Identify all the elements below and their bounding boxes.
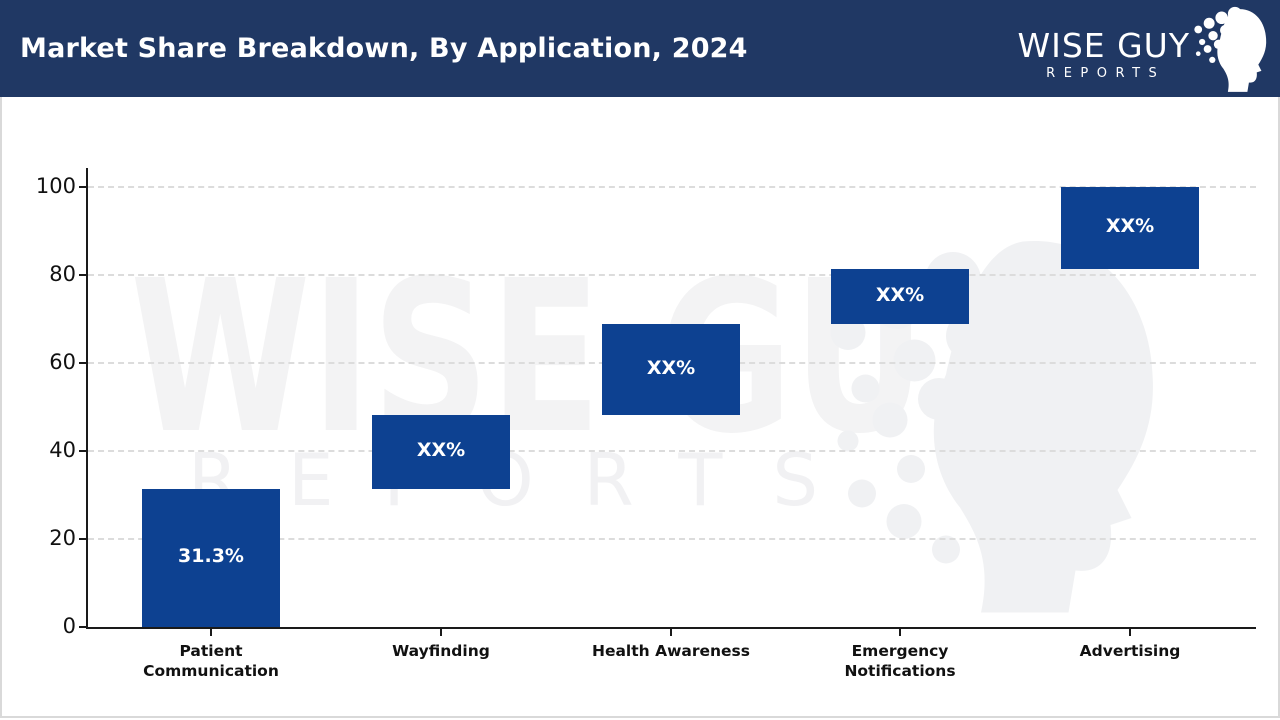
x-tick-label: Advertising bbox=[1010, 641, 1250, 661]
y-axis-tick bbox=[79, 186, 88, 188]
grid-line bbox=[88, 538, 1256, 540]
x-axis-tick bbox=[899, 629, 901, 636]
y-axis-tick bbox=[79, 274, 88, 276]
bar-segment bbox=[1061, 187, 1199, 269]
x-tick-label-line: Advertising bbox=[1079, 642, 1181, 660]
y-tick-label: 40 bbox=[49, 438, 76, 462]
x-tick-label: Patient Communication bbox=[91, 641, 331, 681]
x-axis bbox=[86, 627, 1256, 629]
grid-line bbox=[88, 186, 1256, 188]
chart-title: Market Share Breakdown, By Application, … bbox=[20, 33, 748, 64]
wiseguy-logo: WISE GUY REPORTS bbox=[1017, 6, 1270, 92]
y-axis bbox=[86, 168, 88, 629]
x-axis-tick bbox=[440, 629, 442, 636]
grid-line bbox=[88, 450, 1256, 452]
x-tick-label: Wayfinding bbox=[321, 641, 561, 661]
x-tick-label-line: Notifications bbox=[844, 662, 956, 680]
y-axis-tick bbox=[79, 450, 88, 452]
grid-line bbox=[88, 274, 1256, 276]
y-tick-label: 60 bbox=[49, 350, 76, 374]
bar-segment bbox=[602, 324, 740, 415]
logo-reports-label: REPORTS bbox=[1046, 65, 1166, 81]
y-tick-label: 0 bbox=[62, 614, 76, 638]
figure-border-bottom bbox=[0, 716, 1280, 718]
y-tick-label: 80 bbox=[49, 262, 76, 286]
y-axis-tick bbox=[79, 626, 88, 628]
bar-value-label: XX% bbox=[875, 283, 925, 306]
x-axis-tick bbox=[670, 629, 672, 636]
bar-value-label: XX% bbox=[1105, 215, 1155, 237]
figure-border-right bbox=[1278, 97, 1280, 717]
bar-segment bbox=[372, 415, 510, 489]
bar-value-label: XX% bbox=[416, 439, 466, 461]
bar-value-label: 31.3% bbox=[178, 545, 244, 567]
y-tick-label: 20 bbox=[49, 526, 76, 550]
figure-border-left bbox=[0, 97, 2, 717]
x-tick-label-line: Wayfinding bbox=[392, 642, 490, 660]
logo-wiseguy-label: WISE GUY bbox=[1017, 25, 1190, 65]
y-axis-tick bbox=[79, 538, 88, 540]
x-tick-label: Health Awareness bbox=[551, 641, 791, 661]
y-tick-label: 100 bbox=[35, 174, 76, 198]
wiseguy-head-icon bbox=[1194, 6, 1267, 92]
x-axis-tick bbox=[210, 629, 212, 636]
x-tick-label-line: Communication bbox=[143, 662, 279, 680]
x-tick-label: Emergency Notifications bbox=[780, 641, 1020, 681]
x-tick-label-line: Health Awareness bbox=[591, 642, 751, 660]
x-tick-label-line: Patient bbox=[179, 642, 243, 660]
y-axis-tick bbox=[79, 362, 88, 364]
wiseguy-logo-text: WISE GUY REPORTS bbox=[1017, 25, 1190, 81]
bar-value-label: XX% bbox=[646, 356, 696, 379]
x-axis-tick bbox=[1129, 629, 1131, 636]
header-bar: Market Share Breakdown, By Application, … bbox=[0, 0, 1280, 97]
bar-segment bbox=[831, 269, 969, 324]
bar-segment bbox=[142, 489, 280, 627]
x-tick-label-line: Emergency bbox=[851, 642, 949, 660]
